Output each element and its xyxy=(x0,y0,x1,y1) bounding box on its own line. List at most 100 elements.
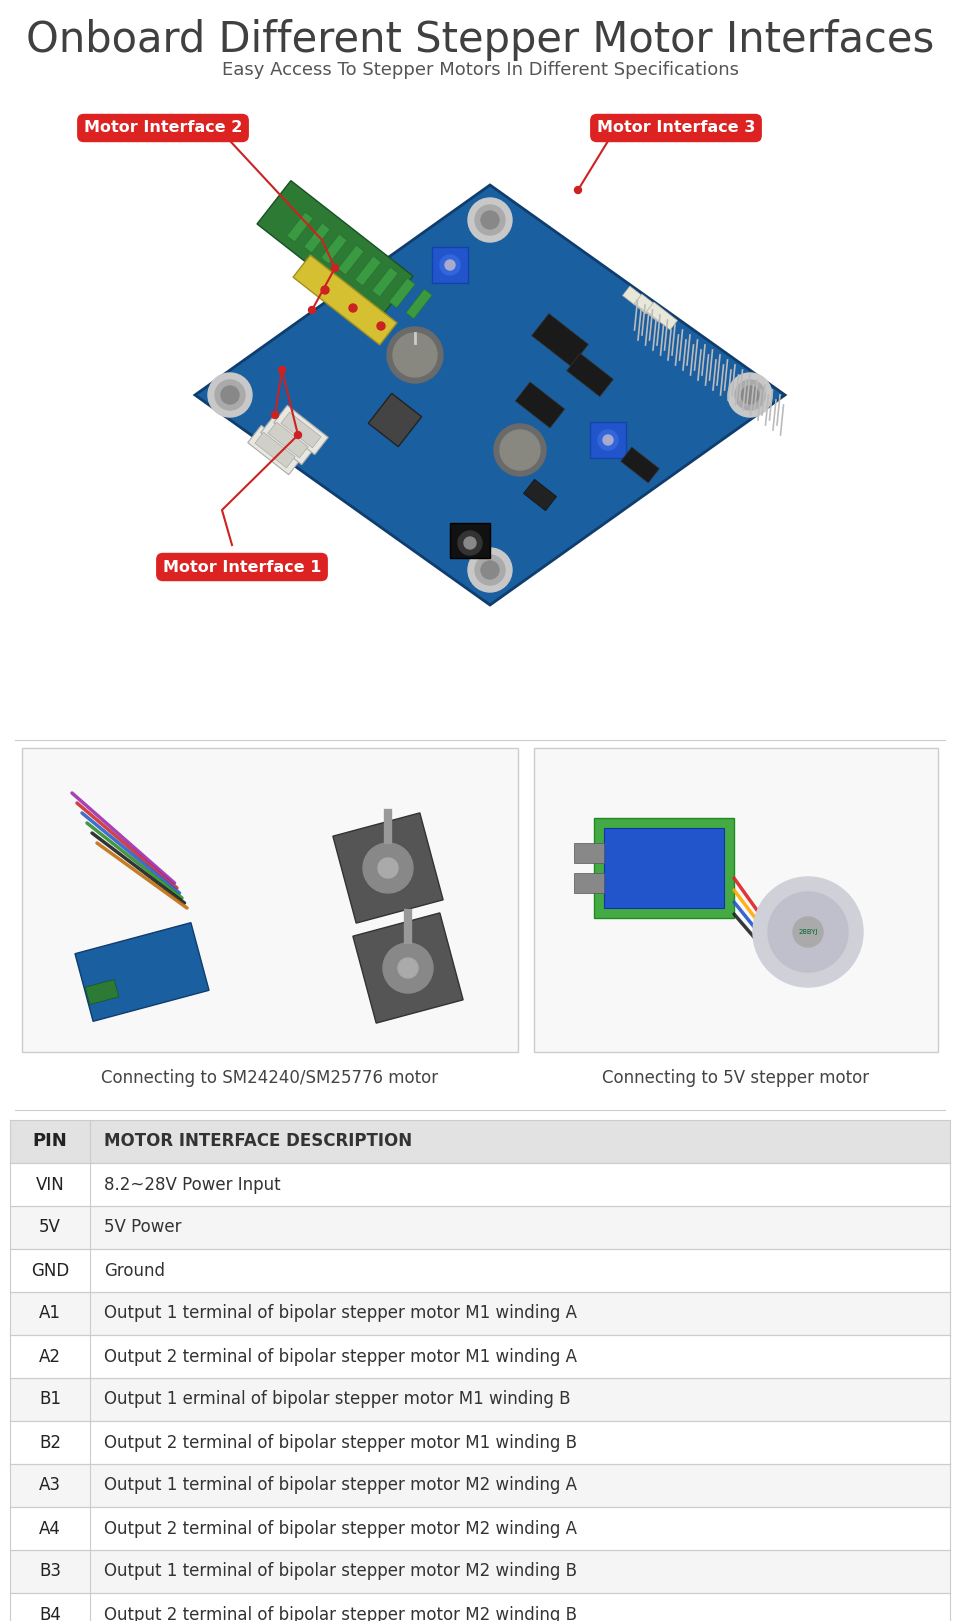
Polygon shape xyxy=(604,828,724,908)
Polygon shape xyxy=(406,289,432,319)
FancyBboxPatch shape xyxy=(10,1250,950,1292)
Circle shape xyxy=(603,434,613,446)
Text: Output 1 erminal of bipolar stepper motor M1 winding B: Output 1 erminal of bipolar stepper moto… xyxy=(104,1391,570,1409)
Polygon shape xyxy=(432,246,468,284)
Text: Connecting to SM24240/SM25776 motor: Connecting to SM24240/SM25776 motor xyxy=(102,1068,439,1088)
Circle shape xyxy=(387,327,443,383)
Circle shape xyxy=(393,332,437,378)
Text: B3: B3 xyxy=(39,1563,61,1580)
Circle shape xyxy=(215,379,245,410)
Text: Output 2 terminal of bipolar stepper motor M2 winding B: Output 2 terminal of bipolar stepper mot… xyxy=(104,1605,577,1621)
FancyBboxPatch shape xyxy=(10,1206,950,1250)
Text: 5V Power: 5V Power xyxy=(104,1219,181,1237)
Polygon shape xyxy=(255,433,295,468)
Polygon shape xyxy=(353,913,463,1023)
Polygon shape xyxy=(303,224,330,253)
Text: Easy Access To Stepper Motors In Different Specifications: Easy Access To Stepper Motors In Differe… xyxy=(222,62,738,79)
Polygon shape xyxy=(372,267,398,297)
Text: GND: GND xyxy=(31,1261,69,1279)
Text: Connecting to 5V stepper motor: Connecting to 5V stepper motor xyxy=(603,1068,870,1088)
Text: A1: A1 xyxy=(39,1305,61,1323)
Circle shape xyxy=(331,264,339,271)
Text: Output 1 terminal of bipolar stepper motor M2 winding B: Output 1 terminal of bipolar stepper mot… xyxy=(104,1563,577,1580)
Polygon shape xyxy=(635,293,665,323)
FancyBboxPatch shape xyxy=(10,1120,950,1162)
Polygon shape xyxy=(389,279,415,308)
Circle shape xyxy=(468,198,512,242)
Text: MOTOR INTERFACE DESCRIPTION: MOTOR INTERFACE DESCRIPTION xyxy=(104,1133,412,1151)
Text: A4: A4 xyxy=(39,1519,60,1537)
Polygon shape xyxy=(566,353,613,397)
Circle shape xyxy=(383,943,433,994)
FancyBboxPatch shape xyxy=(10,1336,950,1378)
Text: 8.2~28V Power Input: 8.2~28V Power Input xyxy=(104,1175,280,1193)
Text: 5V: 5V xyxy=(39,1219,60,1237)
Text: Output 2 terminal of bipolar stepper motor M2 winding A: Output 2 terminal of bipolar stepper mot… xyxy=(104,1519,577,1537)
Circle shape xyxy=(793,917,823,947)
Circle shape xyxy=(208,373,252,417)
Text: 28BYJ: 28BYJ xyxy=(799,929,818,935)
Polygon shape xyxy=(594,819,734,917)
Circle shape xyxy=(475,204,505,235)
Polygon shape xyxy=(355,256,381,285)
FancyBboxPatch shape xyxy=(10,1550,950,1593)
Text: Motor Interface 3: Motor Interface 3 xyxy=(597,120,756,136)
Circle shape xyxy=(481,561,499,579)
Polygon shape xyxy=(293,254,396,345)
Polygon shape xyxy=(622,285,654,314)
Circle shape xyxy=(481,211,499,229)
Circle shape xyxy=(321,285,329,293)
Polygon shape xyxy=(369,394,421,447)
Circle shape xyxy=(728,373,772,417)
Text: VIN: VIN xyxy=(36,1175,64,1193)
Circle shape xyxy=(377,323,385,331)
Text: Output 2 terminal of bipolar stepper motor M1 winding B: Output 2 terminal of bipolar stepper mot… xyxy=(104,1433,577,1451)
Text: B1: B1 xyxy=(39,1391,61,1409)
Polygon shape xyxy=(248,425,302,475)
Polygon shape xyxy=(450,522,490,558)
Polygon shape xyxy=(281,412,321,447)
Polygon shape xyxy=(274,405,328,454)
Text: PIN: PIN xyxy=(33,1133,67,1151)
Circle shape xyxy=(458,532,482,554)
Circle shape xyxy=(398,958,418,977)
Text: Motor Interface 2: Motor Interface 2 xyxy=(84,120,242,136)
Text: B4: B4 xyxy=(39,1605,60,1621)
Circle shape xyxy=(278,366,285,373)
Polygon shape xyxy=(646,302,678,331)
Circle shape xyxy=(753,877,863,987)
Polygon shape xyxy=(590,421,626,459)
FancyBboxPatch shape xyxy=(10,1422,950,1464)
Circle shape xyxy=(768,892,848,973)
Polygon shape xyxy=(574,843,604,862)
Polygon shape xyxy=(321,233,348,264)
Polygon shape xyxy=(268,421,308,457)
Polygon shape xyxy=(574,874,604,893)
FancyBboxPatch shape xyxy=(10,1464,950,1508)
Polygon shape xyxy=(287,212,313,242)
Circle shape xyxy=(741,386,759,404)
Circle shape xyxy=(500,430,540,470)
Text: Output 1 terminal of bipolar stepper motor M2 winding A: Output 1 terminal of bipolar stepper mot… xyxy=(104,1477,577,1495)
Polygon shape xyxy=(195,185,785,605)
Circle shape xyxy=(494,425,546,477)
Text: B2: B2 xyxy=(39,1433,61,1451)
Circle shape xyxy=(735,379,765,410)
Circle shape xyxy=(349,305,357,311)
Text: Onboard Different Stepper Motor Interfaces: Onboard Different Stepper Motor Interfac… xyxy=(26,19,934,62)
Text: Output 2 terminal of bipolar stepper motor M1 winding A: Output 2 terminal of bipolar stepper mot… xyxy=(104,1347,577,1365)
Polygon shape xyxy=(338,245,364,276)
Text: A2: A2 xyxy=(39,1347,61,1365)
Circle shape xyxy=(378,858,398,879)
Circle shape xyxy=(440,254,460,276)
FancyBboxPatch shape xyxy=(10,1378,950,1422)
Circle shape xyxy=(468,548,512,592)
Circle shape xyxy=(295,431,301,439)
FancyBboxPatch shape xyxy=(10,1162,950,1206)
Circle shape xyxy=(445,259,455,271)
FancyBboxPatch shape xyxy=(10,1593,950,1621)
Circle shape xyxy=(475,554,505,585)
Polygon shape xyxy=(75,922,209,1021)
FancyBboxPatch shape xyxy=(534,747,938,1052)
Polygon shape xyxy=(333,812,444,922)
